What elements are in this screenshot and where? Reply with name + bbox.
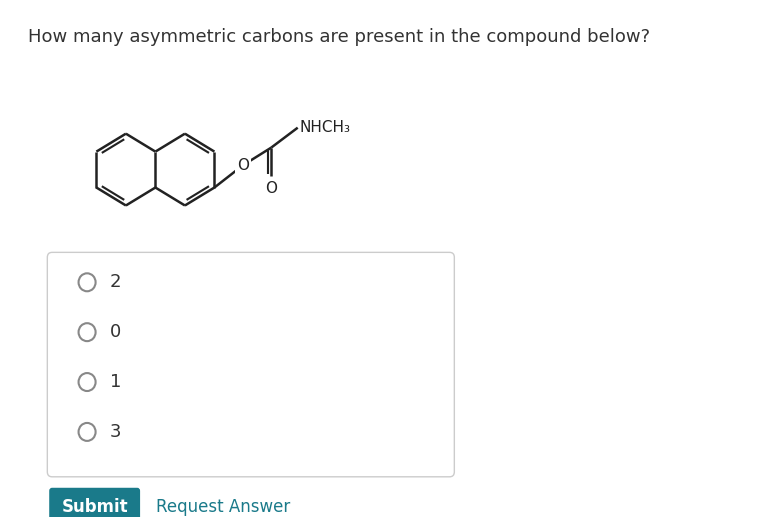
Text: 3: 3	[110, 423, 122, 441]
Text: 0: 0	[110, 323, 121, 341]
Text: O: O	[237, 158, 249, 173]
Text: NHCH₃: NHCH₃	[300, 120, 351, 135]
FancyBboxPatch shape	[49, 488, 140, 518]
FancyBboxPatch shape	[48, 252, 454, 477]
Text: Submit: Submit	[62, 498, 128, 516]
Text: Request Answer: Request Answer	[156, 498, 291, 516]
Text: 2: 2	[110, 274, 122, 291]
Text: O: O	[265, 181, 277, 196]
Text: How many asymmetric carbons are present in the compound below?: How many asymmetric carbons are present …	[28, 28, 650, 46]
Text: 1: 1	[110, 373, 122, 391]
